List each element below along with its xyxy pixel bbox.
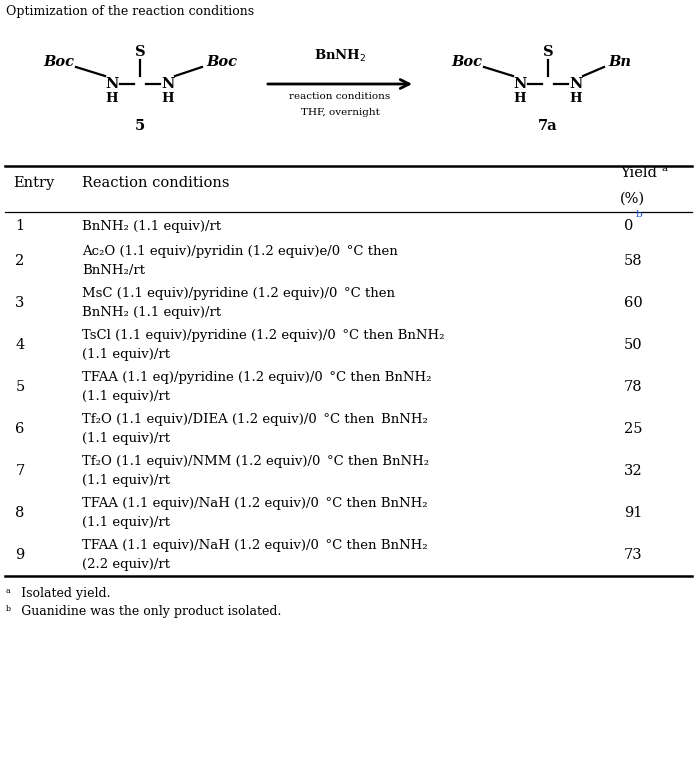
- Text: BnNH₂/rt: BnNH₂/rt: [82, 263, 145, 277]
- Text: N: N: [105, 77, 119, 91]
- Text: 58: 58: [624, 254, 643, 268]
- Text: Bn: Bn: [608, 55, 631, 69]
- Text: 50: 50: [624, 338, 643, 352]
- Text: 91: 91: [624, 506, 642, 520]
- Text: 2: 2: [15, 254, 24, 268]
- Text: 4: 4: [15, 338, 24, 352]
- Text: TsCl (1.1 equiv)/pyridine (1.2 equiv)/0 °C then BnNH₂: TsCl (1.1 equiv)/pyridine (1.2 equiv)/0 …: [82, 329, 445, 343]
- Text: S: S: [542, 45, 554, 59]
- Text: 78: 78: [624, 380, 643, 394]
- Text: 5: 5: [135, 119, 145, 133]
- Text: N: N: [161, 77, 174, 91]
- Text: Boc: Boc: [43, 55, 74, 69]
- Text: Tf₂O (1.1 equiv)/NMM (1.2 equiv)/0 °C then BnNH₂: Tf₂O (1.1 equiv)/NMM (1.2 equiv)/0 °C th…: [82, 456, 429, 468]
- Text: BnNH₂ (1.1 equiv)/rt: BnNH₂ (1.1 equiv)/rt: [82, 220, 221, 233]
- Text: 8: 8: [15, 506, 24, 520]
- Text: 25: 25: [624, 422, 642, 436]
- Text: Boc: Boc: [206, 55, 237, 69]
- Text: 0: 0: [624, 219, 633, 233]
- Text: MsC (1.1 equiv)/pyridine (1.2 equiv)/0 °C then: MsC (1.1 equiv)/pyridine (1.2 equiv)/0 °…: [82, 287, 395, 300]
- Text: 7: 7: [15, 464, 24, 478]
- Text: Reaction conditions: Reaction conditions: [82, 176, 230, 190]
- Text: Ac₂O (1.1 equiv)/pyridin (1.2 equiv)e/0 °C then: Ac₂O (1.1 equiv)/pyridin (1.2 equiv)e/0 …: [82, 245, 398, 258]
- Text: S: S: [135, 45, 145, 59]
- Text: (1.1 equiv)/rt: (1.1 equiv)/rt: [82, 432, 170, 445]
- Text: b: b: [636, 210, 643, 219]
- Text: 73: 73: [624, 548, 643, 562]
- Text: 1: 1: [15, 219, 24, 233]
- Text: (1.1 equiv)/rt: (1.1 equiv)/rt: [82, 516, 170, 528]
- Text: (%): (%): [620, 192, 645, 206]
- Text: H: H: [570, 92, 582, 104]
- Text: H: H: [105, 92, 119, 104]
- Text: 3: 3: [15, 296, 24, 310]
- Text: BnNH₂ (1.1 equiv)/rt: BnNH₂ (1.1 equiv)/rt: [82, 306, 221, 319]
- Text: a: a: [661, 164, 667, 173]
- Text: Optimization of the reaction conditions: Optimization of the reaction conditions: [6, 5, 254, 18]
- Text: Boc: Boc: [451, 55, 482, 69]
- Text: BnNH$_2$: BnNH$_2$: [314, 48, 366, 64]
- Text: Tf₂O (1.1 equiv)/DIEA (1.2 equiv)/0 °C then BnNH₂: Tf₂O (1.1 equiv)/DIEA (1.2 equiv)/0 °C t…: [82, 413, 428, 426]
- Text: TFAA (1.1 equiv)/NaH (1.2 equiv)/0 °C then BnNH₂: TFAA (1.1 equiv)/NaH (1.2 equiv)/0 °C th…: [82, 539, 428, 552]
- Text: Yield: Yield: [620, 166, 657, 180]
- Text: reaction conditions: reaction conditions: [290, 92, 391, 101]
- Text: 7a: 7a: [538, 119, 558, 133]
- Text: N: N: [513, 77, 527, 91]
- Text: TFAA (1.1 equiv)/NaH (1.2 equiv)/0 °C then BnNH₂: TFAA (1.1 equiv)/NaH (1.2 equiv)/0 °C th…: [82, 497, 428, 510]
- Text: TFAA (1.1 eq)/pyridine (1.2 equiv)/0 °C then BnNH₂: TFAA (1.1 eq)/pyridine (1.2 equiv)/0 °C …: [82, 372, 431, 384]
- Text: ᵇ  Guanidine was the only product isolated.: ᵇ Guanidine was the only product isolate…: [6, 604, 281, 618]
- Text: THF, overnight: THF, overnight: [301, 108, 380, 117]
- Text: Entry: Entry: [13, 176, 54, 190]
- Text: 60: 60: [624, 296, 643, 310]
- Text: (1.1 equiv)/rt: (1.1 equiv)/rt: [82, 348, 170, 361]
- Text: 6: 6: [15, 422, 24, 436]
- Text: 5: 5: [15, 380, 24, 394]
- Text: (1.1 equiv)/rt: (1.1 equiv)/rt: [82, 474, 170, 487]
- Text: 9: 9: [15, 548, 24, 562]
- Text: (2.2 equiv)/rt: (2.2 equiv)/rt: [82, 557, 170, 571]
- Text: 32: 32: [624, 464, 643, 478]
- Text: H: H: [514, 92, 526, 104]
- Text: N: N: [570, 77, 583, 91]
- Text: ᵃ  Isolated yield.: ᵃ Isolated yield.: [6, 587, 110, 601]
- Text: H: H: [162, 92, 174, 104]
- Text: (1.1 equiv)/rt: (1.1 equiv)/rt: [82, 390, 170, 403]
